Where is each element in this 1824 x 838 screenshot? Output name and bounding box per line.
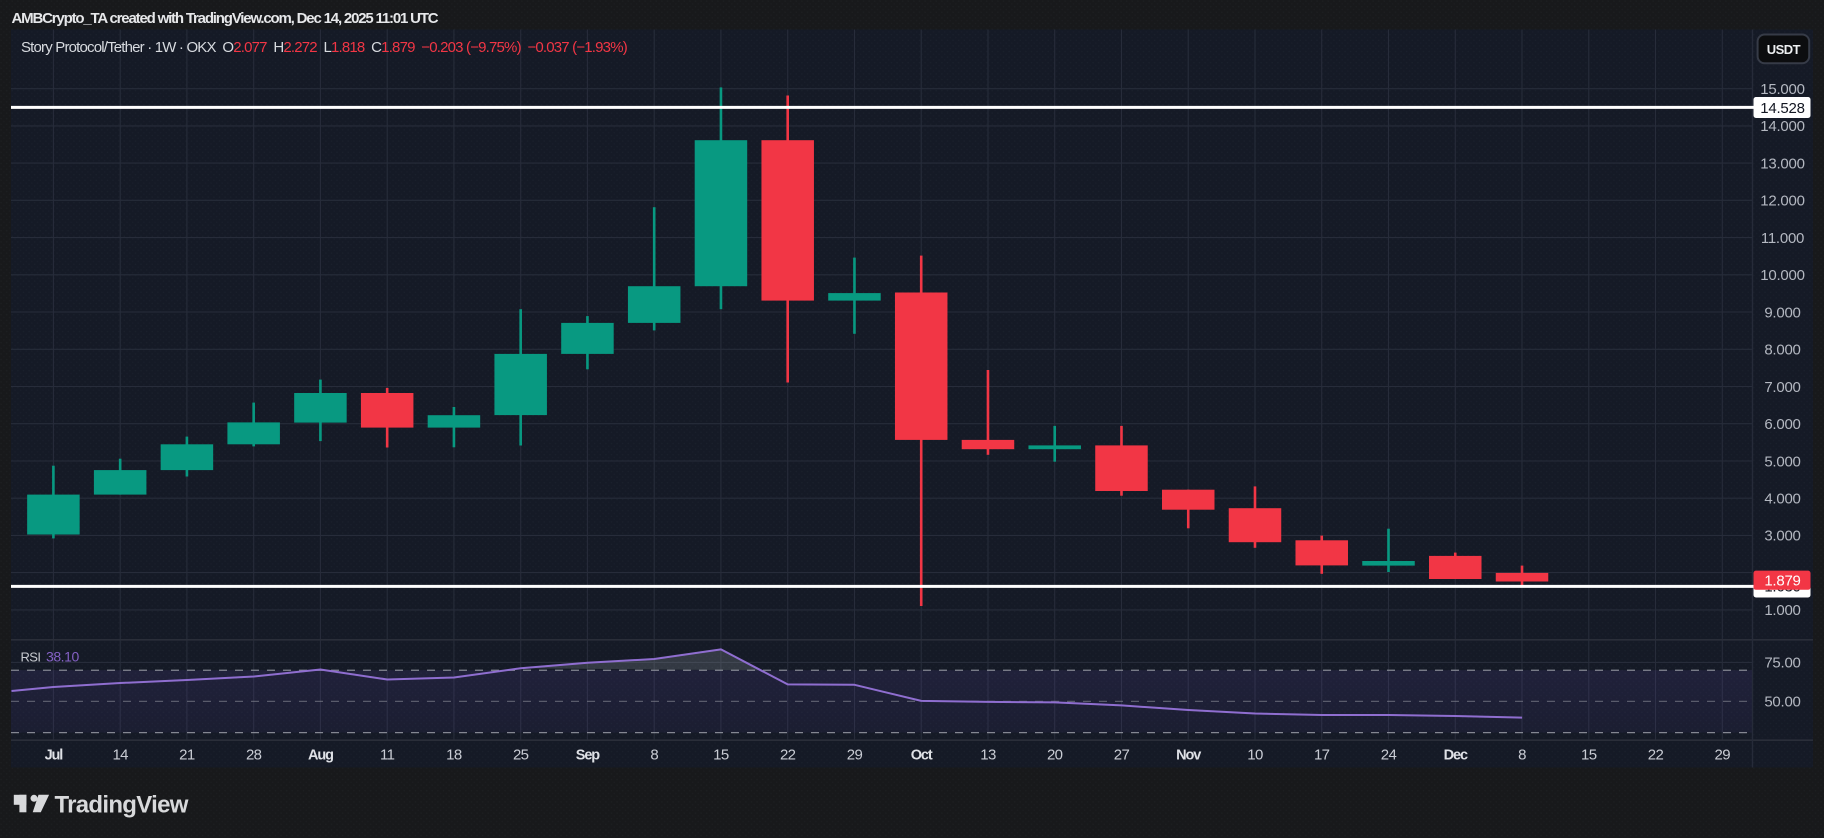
svg-text:13: 13 (980, 747, 996, 764)
svg-text:75.00: 75.00 (1764, 655, 1800, 672)
svg-text:Nov: Nov (1176, 748, 1201, 764)
svg-text:29: 29 (1715, 747, 1731, 764)
svg-text:14: 14 (112, 747, 128, 764)
svg-text:Oct: Oct (911, 748, 933, 764)
svg-text:12.000: 12.000 (1760, 193, 1804, 210)
svg-text:11: 11 (380, 747, 395, 764)
svg-text:11.000: 11.000 (1761, 230, 1804, 247)
svg-text:TradingView: TradingView (55, 792, 189, 819)
svg-text:Story Protocol/Tether · 1W · O: Story Protocol/Tether · 1W · OKX O2.077 … (21, 39, 628, 56)
svg-text:38.10: 38.10 (46, 649, 79, 665)
svg-text:Dec: Dec (1444, 748, 1468, 764)
svg-text:8: 8 (650, 747, 658, 764)
svg-text:29: 29 (847, 747, 863, 764)
svg-text:21: 21 (179, 747, 195, 764)
svg-text:8: 8 (1518, 747, 1526, 764)
svg-text:18: 18 (446, 747, 462, 764)
svg-text:14.528: 14.528 (1760, 100, 1804, 117)
svg-text:6.000: 6.000 (1764, 416, 1800, 433)
svg-text:22: 22 (780, 747, 796, 764)
svg-text:7.000: 7.000 (1764, 379, 1800, 396)
svg-text:1.879: 1.879 (1764, 572, 1800, 589)
svg-text:14.000: 14.000 (1760, 118, 1804, 135)
svg-text:9.000: 9.000 (1764, 304, 1800, 321)
svg-text:USDT: USDT (1767, 42, 1801, 57)
svg-text:15: 15 (713, 747, 729, 764)
svg-text:22: 22 (1648, 747, 1664, 764)
svg-text:15: 15 (1581, 747, 1597, 764)
svg-text:1.000: 1.000 (1764, 602, 1800, 619)
svg-text:27: 27 (1114, 747, 1130, 764)
svg-text:17: 17 (1314, 747, 1330, 764)
svg-text:Sep: Sep (576, 748, 601, 764)
svg-text:4.000: 4.000 (1764, 491, 1800, 508)
svg-text:Aug: Aug (308, 748, 333, 764)
svg-text:28: 28 (246, 747, 262, 764)
svg-text:13.000: 13.000 (1760, 155, 1804, 172)
svg-text:8.000: 8.000 (1764, 342, 1800, 359)
svg-text:Jul: Jul (45, 748, 63, 764)
svg-text:25: 25 (513, 747, 529, 764)
svg-text:50.00: 50.00 (1764, 694, 1800, 711)
svg-text:10.000: 10.000 (1760, 267, 1804, 284)
svg-text:20: 20 (1047, 747, 1063, 764)
svg-text:AMBCrypto_TA created with Trad: AMBCrypto_TA created with TradingView.co… (12, 10, 439, 27)
svg-text:3.000: 3.000 (1764, 528, 1800, 545)
svg-text:RSI: RSI (21, 650, 41, 665)
svg-text:10: 10 (1247, 747, 1263, 764)
svg-text:24: 24 (1381, 747, 1397, 764)
svg-text:5.000: 5.000 (1764, 453, 1800, 470)
svg-text:15.000: 15.000 (1760, 81, 1804, 98)
